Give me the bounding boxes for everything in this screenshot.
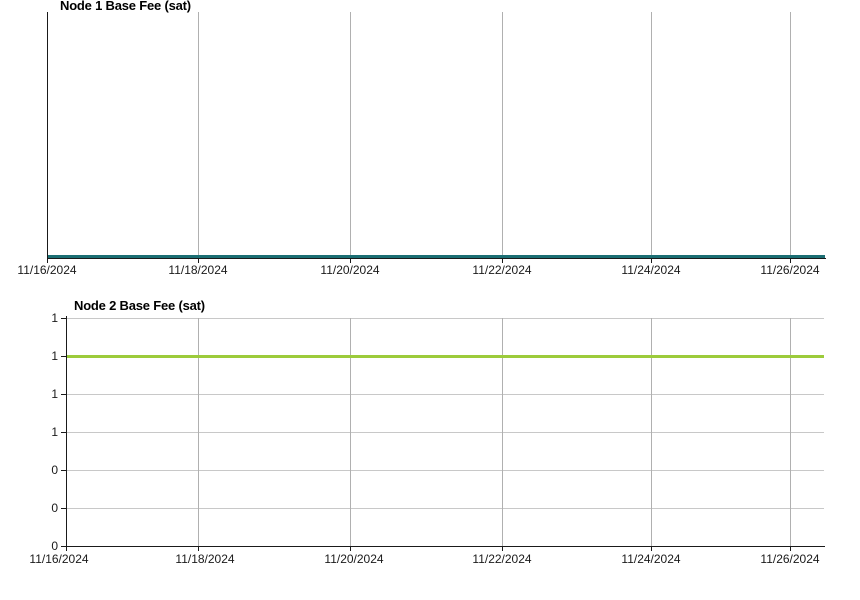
vertical-gridline	[350, 12, 351, 258]
x-tick-mark	[198, 258, 199, 263]
y-tick-mark	[61, 470, 66, 471]
x-tick-mark	[47, 258, 48, 263]
x-tick-mark	[651, 258, 652, 263]
vertical-gridline	[198, 318, 199, 546]
y-tick-mark	[61, 394, 66, 395]
x-tick-label: 11/26/2024	[760, 263, 820, 277]
y-tick-label: 0	[51, 539, 58, 553]
y-tick-label: 1	[51, 349, 58, 363]
vertical-gridline	[198, 12, 199, 258]
x-tick-label: 11/16/2024	[17, 263, 77, 277]
y-tick-label: 1	[51, 425, 58, 439]
x-tick-mark	[651, 546, 652, 551]
horizontal-gridline	[66, 508, 824, 509]
horizontal-gridline	[66, 394, 824, 395]
x-axis-node-1	[47, 258, 826, 259]
x-tick-mark	[790, 546, 791, 551]
vertical-gridline	[651, 12, 652, 258]
y-tick-label: 1	[51, 387, 58, 401]
horizontal-gridline	[66, 470, 824, 471]
horizontal-gridline	[66, 432, 824, 433]
x-axis-node-2	[66, 546, 825, 547]
x-tick-label: 11/24/2024	[621, 263, 681, 277]
y-tick-label: 1	[51, 311, 58, 325]
y-tick-label: 0	[51, 463, 58, 477]
vertical-gridline	[790, 318, 791, 546]
series-line-node-1-base-fee	[47, 255, 825, 258]
x-tick-mark	[502, 258, 503, 263]
vertical-gridline	[790, 12, 791, 258]
y-tick-mark	[61, 318, 66, 319]
y-tick-mark	[61, 508, 66, 509]
x-tick-mark	[502, 546, 503, 551]
horizontal-gridline	[66, 318, 824, 319]
y-axis-node-2	[66, 316, 67, 546]
x-tick-label: 11/24/2024	[621, 552, 681, 566]
chart-title-node-2: Node 2 Base Fee (sat)	[74, 298, 205, 313]
x-tick-mark	[350, 258, 351, 263]
y-tick-mark	[61, 356, 66, 357]
series-line-node-2-base-fee	[66, 355, 824, 358]
x-tick-label: 11/20/2024	[324, 552, 384, 566]
x-tick-mark	[66, 546, 67, 551]
vertical-gridline	[502, 12, 503, 258]
x-tick-label: 11/22/2024	[472, 263, 532, 277]
x-tick-label: 11/18/2024	[175, 552, 235, 566]
vertical-gridline	[350, 318, 351, 546]
x-tick-label: 11/20/2024	[320, 263, 380, 277]
x-tick-mark	[790, 258, 791, 263]
x-tick-mark	[198, 546, 199, 551]
x-tick-mark	[350, 546, 351, 551]
vertical-gridline	[651, 318, 652, 546]
y-tick-mark	[61, 546, 66, 547]
x-tick-label: 11/26/2024	[760, 552, 820, 566]
x-tick-label: 11/18/2024	[168, 263, 228, 277]
chart-title-node-1: Node 1 Base Fee (sat)	[60, 0, 191, 13]
vertical-gridline	[502, 318, 503, 546]
y-axis-node-1	[47, 12, 48, 258]
plot-area-node-2	[66, 318, 824, 546]
plot-area-node-1	[47, 12, 825, 258]
chart-panel-node-1: Node 1 Base Fee (sat) 11/16/2024 11/18/2…	[0, 0, 860, 292]
y-tick-label: 0	[51, 501, 58, 515]
x-tick-label: 11/22/2024	[472, 552, 532, 566]
x-tick-label: 11/16/2024	[29, 552, 89, 566]
y-tick-mark	[61, 432, 66, 433]
chart-panel-node-2: Node 2 Base Fee (sat) 1 1	[0, 292, 860, 600]
